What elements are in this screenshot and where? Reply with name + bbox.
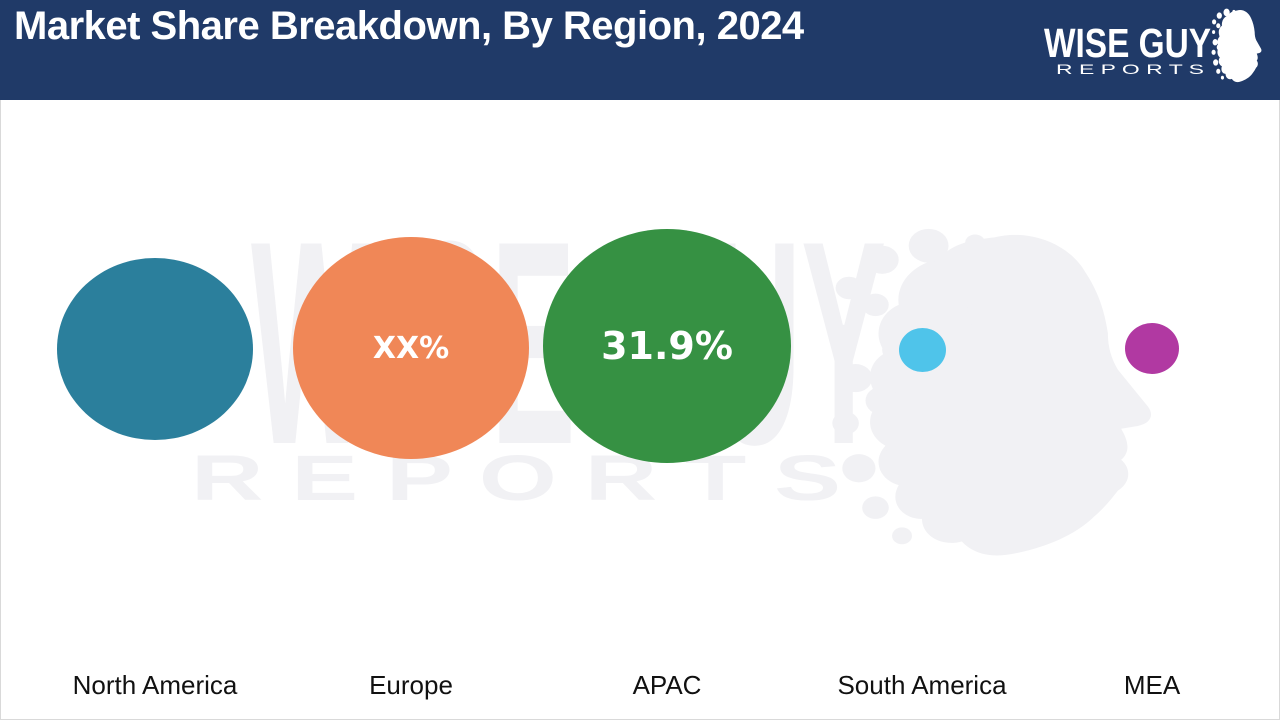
bubble-south-america[interactable] (898, 328, 946, 372)
chart-area: WISE GUY R E P O R T S XX% 31.9% North A… (0, 100, 1280, 720)
bubble-north-america[interactable] (57, 258, 253, 440)
category-label-mea: MEA (1123, 670, 1181, 700)
logo-face-icon (1211, 8, 1262, 83)
watermark-tagline: R E P O R T S (191, 442, 841, 514)
bubble-value-label: 31.9% (601, 324, 733, 368)
category-label-europe: Europe (369, 670, 453, 700)
bubble-mea[interactable] (1125, 322, 1179, 374)
watermark-face-icon (832, 228, 1152, 556)
page-title: Market Share Breakdown, By Region, 2024 (14, 4, 804, 48)
bubble-europe[interactable]: XX% (293, 237, 529, 459)
bubble-value-label: XX% (372, 330, 450, 366)
logo-tagline: R E P O R T S (1056, 61, 1204, 77)
wise-guy-logo: WISE GUY R E P O R T S (1044, 8, 1262, 83)
category-label-apac: APAC (632, 670, 702, 700)
logo-wordmark: WISE GUY (1044, 20, 1211, 66)
category-label-north-america: North America (72, 670, 238, 700)
category-label-south-america: South America (837, 670, 1007, 700)
bubble-apac[interactable]: 31.9% (543, 229, 791, 463)
header-bar: Market Share Breakdown, By Region, 2024 … (0, 0, 1280, 100)
